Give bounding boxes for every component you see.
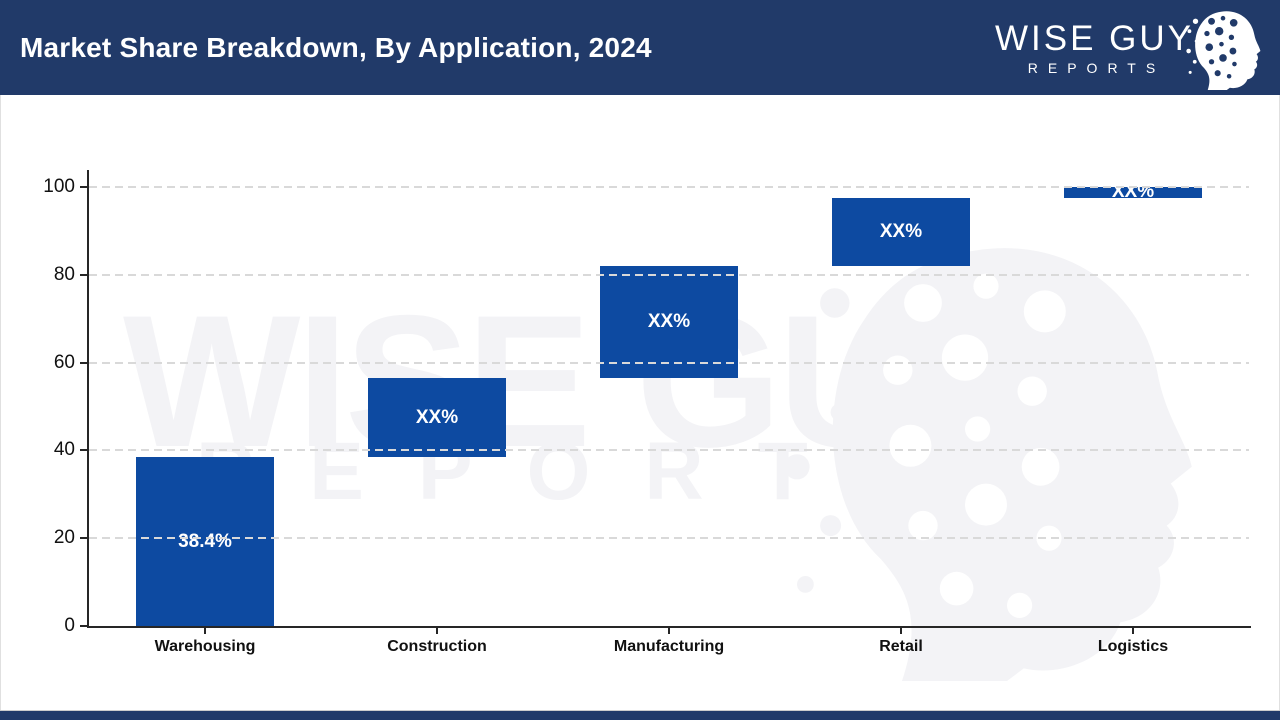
y-tick-label-100: 100 bbox=[43, 176, 75, 197]
y-tick-label-20: 20 bbox=[53, 527, 75, 549]
y-tick-label-60: 60 bbox=[53, 351, 75, 373]
watermark-face-icon bbox=[784, 248, 1192, 681]
gridline-y-60 bbox=[89, 361, 1249, 364]
page-title: Market Share Breakdown, By Application, … bbox=[20, 31, 652, 63]
y-tick-mark-0 bbox=[80, 625, 88, 627]
x-category-label-retail: Retail bbox=[879, 638, 923, 655]
bar-construction: XX% bbox=[368, 377, 506, 458]
bar-retail: XX% bbox=[832, 197, 970, 266]
bar-label-construction: XX% bbox=[415, 406, 459, 428]
brand-logo: WISE GUY REPORTS bbox=[995, 6, 1280, 90]
gridline-y-80 bbox=[89, 273, 1249, 276]
x-category-label-manufacturing: Manufacturing bbox=[613, 638, 725, 655]
y-tick-mark-40 bbox=[80, 449, 88, 452]
x-tick-mark-construction bbox=[436, 628, 438, 634]
bar-manufacturing: XX% bbox=[600, 266, 738, 378]
bar-warehousing: 38.4% bbox=[136, 457, 274, 626]
gridline-y-100 bbox=[89, 186, 1249, 188]
y-tick-label-0: 0 bbox=[64, 615, 75, 636]
y-tick-label-80: 80 bbox=[53, 263, 75, 285]
face-profile-icon bbox=[1186, 10, 1261, 90]
header-bar: Market Share Breakdown, By Application, … bbox=[0, 0, 1280, 95]
bar-label-retail: XX% bbox=[879, 220, 923, 242]
bar-label-warehousing: 38.4% bbox=[178, 530, 232, 552]
x-tick-mark-manufacturing bbox=[668, 628, 670, 634]
y-axis-spine bbox=[87, 170, 89, 628]
chart-area: WISE GUY REPORTS 0 20 40 60 80 100 38.4% Wareho… bbox=[0, 95, 1280, 710]
y-tick-mark-80 bbox=[80, 273, 88, 276]
gridline-y-20 bbox=[89, 537, 1249, 540]
y-tick-label-40: 40 bbox=[53, 439, 75, 461]
x-tick-mark-logistics bbox=[1132, 628, 1134, 634]
footer-bar bbox=[0, 710, 1280, 720]
x-category-label-construction: Construction bbox=[387, 638, 487, 655]
y-tick-mark-100 bbox=[80, 186, 88, 188]
bar-label-logistics: XX% bbox=[1111, 181, 1155, 203]
bar-logistics: XX% bbox=[1064, 181, 1202, 202]
brand-name: WISE GUY bbox=[994, 19, 1194, 58]
x-category-label-warehousing: Warehousing bbox=[154, 638, 256, 655]
x-category-label-logistics: Logistics bbox=[1097, 638, 1169, 655]
bar-label-manufacturing: XX% bbox=[647, 310, 691, 332]
x-tick-mark-warehousing bbox=[204, 628, 206, 634]
x-tick-mark-retail bbox=[900, 628, 902, 634]
x-axis-spine bbox=[87, 626, 1251, 628]
gridline-y-40 bbox=[89, 449, 1249, 452]
brand-subtitle: REPORTS bbox=[1027, 60, 1166, 76]
y-tick-mark-20 bbox=[80, 537, 88, 540]
brand-logo-text: WISE GUY REPORTS bbox=[995, 19, 1194, 76]
y-tick-mark-60 bbox=[80, 361, 88, 364]
